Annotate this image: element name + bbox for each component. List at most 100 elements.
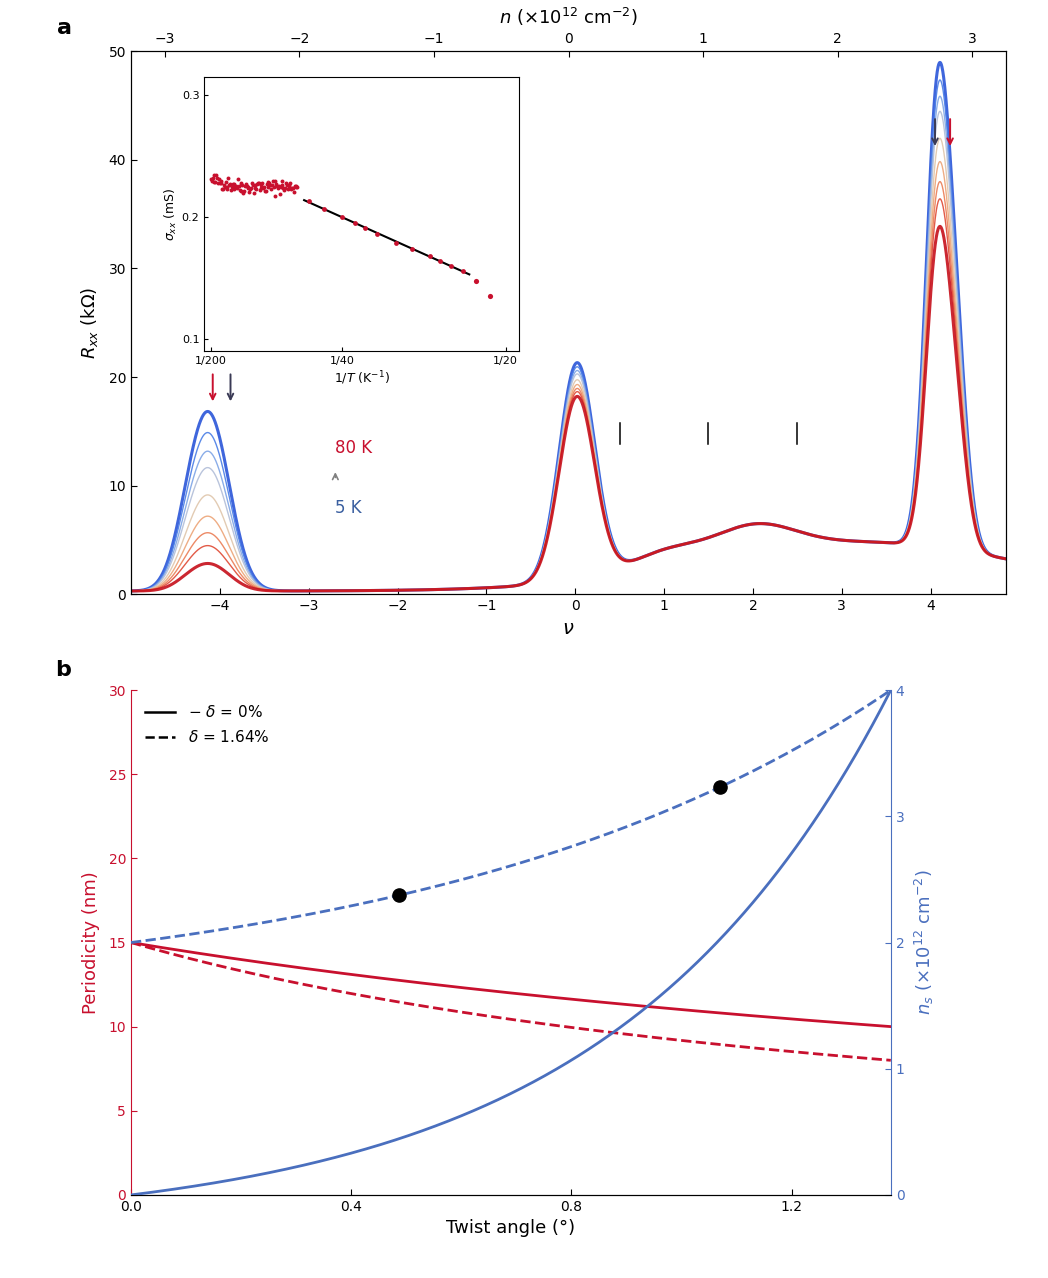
Point: [231, 175, 247, 196]
Point: [283, 179, 300, 199]
Y-axis label: Periodicity (nm): Periodicity (nm): [82, 872, 101, 1013]
Point: [248, 179, 265, 199]
Point: [266, 171, 283, 192]
Point: [246, 175, 263, 196]
Point: [235, 183, 252, 203]
Point: [214, 179, 231, 199]
Point: [403, 239, 420, 259]
Point: [241, 181, 258, 202]
Point: [230, 169, 246, 189]
Point: [221, 175, 238, 196]
Point: [368, 224, 385, 244]
Y-axis label: $\sigma_{xx}$ (mS): $\sigma_{xx}$ (mS): [162, 188, 179, 240]
Point: [262, 175, 279, 196]
Legend: $-$ $\delta$ = 0%, $\delta$ = 1.64%: $-$ $\delta$ = 0%, $\delta$ = 1.64%: [138, 698, 276, 751]
Point: [287, 175, 304, 196]
Point: [281, 176, 298, 197]
Point: [263, 179, 280, 199]
Point: [213, 171, 230, 192]
Point: [289, 178, 306, 198]
Point: [280, 175, 297, 196]
Point: [227, 178, 244, 198]
Point: [286, 175, 303, 196]
Text: 5 K: 5 K: [335, 498, 362, 516]
Point: [209, 167, 225, 188]
X-axis label: 1/$T$ (K$^{-1}$): 1/$T$ (K$^{-1}$): [333, 369, 390, 387]
Point: [288, 176, 305, 197]
Point: [259, 171, 276, 192]
X-axis label: $\nu$: $\nu$: [563, 619, 574, 638]
Point: [712, 777, 728, 797]
Point: [249, 173, 266, 193]
Point: [274, 171, 290, 192]
Point: [224, 174, 241, 194]
Point: [258, 180, 275, 201]
Point: [277, 178, 293, 198]
Point: [223, 176, 240, 197]
Point: [228, 178, 245, 198]
Point: [264, 175, 281, 196]
Text: b: b: [54, 659, 71, 680]
Point: [347, 213, 364, 234]
Point: [238, 174, 255, 194]
Point: [282, 173, 299, 193]
Point: [284, 178, 301, 198]
Point: [236, 181, 253, 202]
Point: [275, 178, 291, 198]
Point: [227, 176, 244, 197]
Point: [272, 178, 289, 198]
Point: [256, 178, 272, 198]
Point: [255, 178, 271, 198]
Point: [254, 175, 270, 196]
Point: [220, 169, 237, 189]
Point: [432, 250, 449, 271]
Point: [239, 176, 256, 197]
Point: [243, 178, 260, 198]
Point: [279, 175, 296, 196]
Y-axis label: $R_{xx}$ (k$\Omega$): $R_{xx}$ (k$\Omega$): [80, 286, 101, 359]
Point: [205, 165, 222, 185]
Point: [222, 179, 239, 199]
Point: [215, 179, 232, 199]
Point: [253, 178, 269, 198]
Point: [208, 165, 224, 185]
Point: [268, 176, 285, 197]
Point: [421, 245, 438, 266]
Point: [225, 179, 242, 199]
Point: [270, 176, 287, 197]
Point: [203, 171, 220, 192]
Point: [455, 261, 472, 281]
Text: a: a: [57, 18, 71, 37]
Point: [248, 174, 265, 194]
Point: [265, 176, 282, 197]
Point: [217, 176, 234, 197]
Point: [278, 173, 294, 193]
Point: [247, 178, 264, 198]
Point: [388, 233, 405, 253]
Point: [268, 174, 285, 194]
Point: [226, 174, 243, 194]
Point: [276, 179, 292, 199]
Point: [202, 169, 219, 189]
Text: 80 K: 80 K: [335, 440, 372, 458]
Point: [244, 175, 261, 196]
Point: [222, 174, 239, 194]
Point: [204, 167, 221, 188]
Point: [233, 173, 249, 193]
Point: [271, 184, 288, 204]
Point: [218, 176, 235, 197]
Point: [212, 173, 228, 193]
Point: [279, 179, 296, 199]
Point: [234, 175, 250, 196]
X-axis label: $n$ ($\times$10$^{12}$ cm$^{-2}$): $n$ ($\times$10$^{12}$ cm$^{-2}$): [499, 6, 638, 28]
Point: [260, 176, 277, 197]
Point: [315, 198, 332, 219]
Point: [467, 271, 484, 291]
Point: [482, 286, 499, 307]
Point: [219, 179, 236, 199]
Point: [211, 169, 227, 189]
Point: [242, 179, 259, 199]
Point: [233, 180, 249, 201]
Point: [237, 175, 254, 196]
Point: [284, 178, 301, 198]
